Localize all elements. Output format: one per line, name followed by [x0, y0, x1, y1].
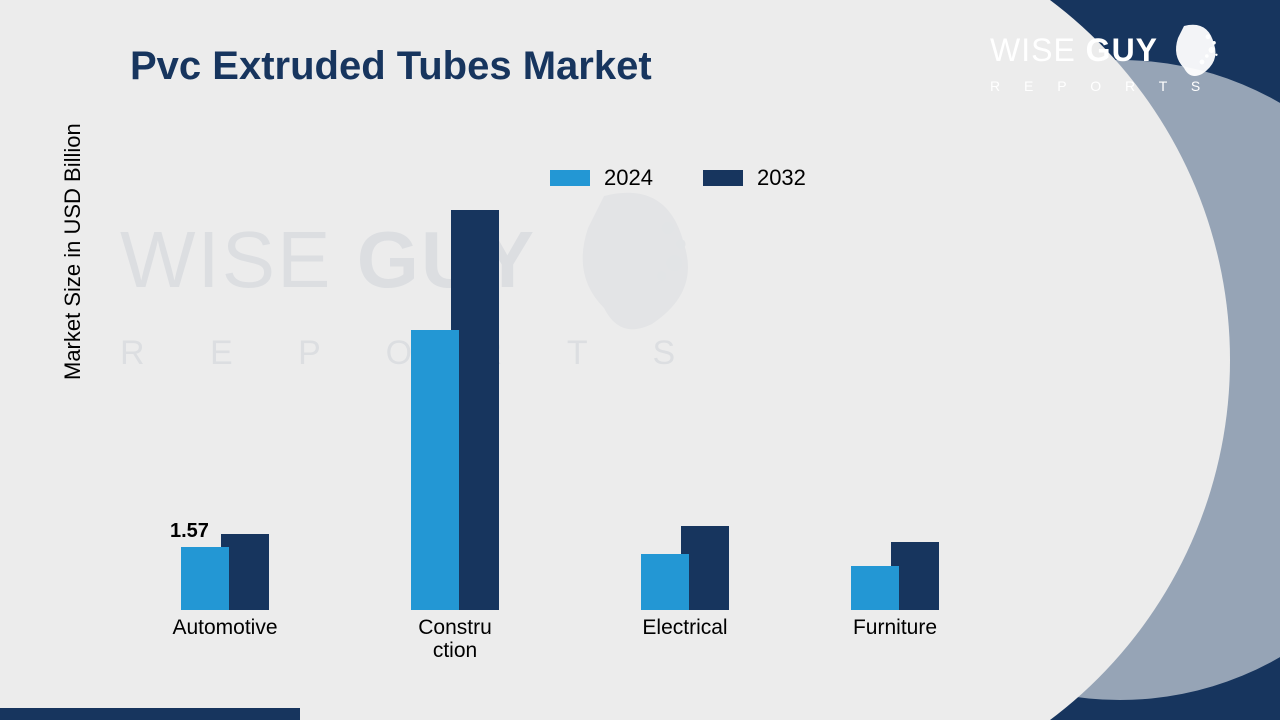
- bar-group: Furniture: [810, 210, 980, 610]
- legend: 2024 2032: [550, 165, 806, 191]
- logo-wise: WISE: [990, 32, 1076, 69]
- head-icon: [1166, 20, 1226, 80]
- category-label: Electrical: [600, 616, 770, 639]
- bar-group: Construction: [370, 210, 540, 610]
- bar-2024: [641, 554, 689, 610]
- chart-area: 1.57Automotive Construction ElectricalFurn…: [110, 210, 990, 610]
- logo-guy: GUY: [1086, 32, 1158, 69]
- bar-group: Electrical: [600, 210, 770, 610]
- brand-logo: WISE GUY R E P O R T S: [990, 20, 1250, 90]
- logo-sub: R E P O R T S: [990, 78, 1250, 94]
- legend-label: 2024: [604, 165, 653, 191]
- bars: [600, 210, 770, 610]
- category-label: Furniture: [810, 616, 980, 639]
- legend-item: 2024: [550, 165, 653, 191]
- category-label: Automotive: [140, 616, 310, 639]
- value-label: 1.57: [170, 520, 209, 543]
- bar-2024: [411, 330, 459, 610]
- bar-2024: 1.57: [181, 547, 229, 610]
- bar-group: 1.57Automotive: [140, 210, 310, 610]
- bars: [370, 210, 540, 610]
- chart-title: Pvc Extruded Tubes Market: [130, 44, 652, 89]
- legend-item: 2032: [703, 165, 806, 191]
- legend-swatch: [703, 170, 743, 186]
- bars: [810, 210, 980, 610]
- y-axis-label: Market Size in USD Billion: [60, 123, 86, 380]
- bottom-accent-bar: [0, 708, 300, 720]
- bars: 1.57: [140, 210, 310, 610]
- legend-label: 2032: [757, 165, 806, 191]
- legend-swatch: [550, 170, 590, 186]
- bar-2024: [851, 566, 899, 610]
- category-label: Construction: [370, 616, 540, 662]
